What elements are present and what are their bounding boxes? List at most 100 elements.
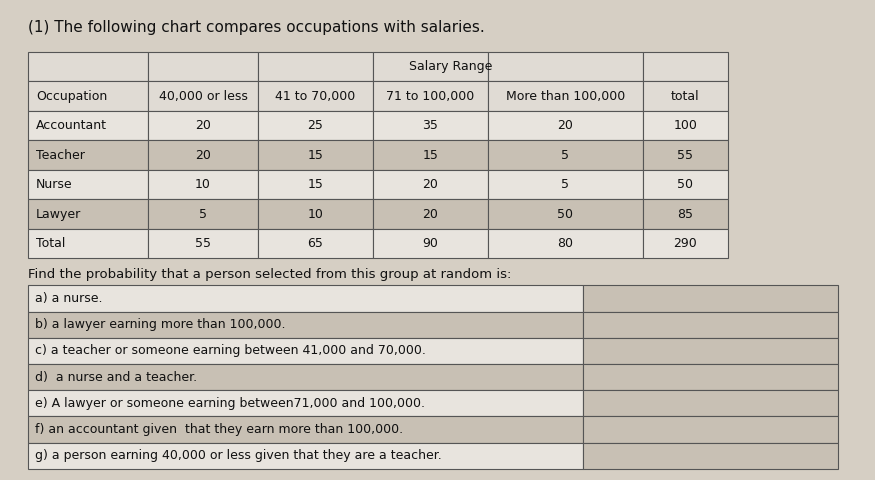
Bar xyxy=(28,364,583,390)
Bar xyxy=(258,82,373,111)
Text: 50: 50 xyxy=(677,178,694,191)
Bar xyxy=(28,390,583,417)
Text: 65: 65 xyxy=(308,237,324,250)
Text: 71 to 100,000: 71 to 100,000 xyxy=(387,90,474,103)
Text: 10: 10 xyxy=(308,208,324,221)
Text: 25: 25 xyxy=(308,119,324,132)
Text: 20: 20 xyxy=(195,149,211,162)
Bar xyxy=(373,52,488,82)
Bar xyxy=(643,82,728,111)
Bar xyxy=(28,338,583,364)
Bar xyxy=(373,200,488,229)
Text: 290: 290 xyxy=(674,237,697,250)
Bar xyxy=(488,52,643,82)
Bar xyxy=(258,229,373,259)
Text: 90: 90 xyxy=(423,237,438,250)
Text: 15: 15 xyxy=(423,149,438,162)
Text: g) a person earning 40,000 or less given that they are a teacher.: g) a person earning 40,000 or less given… xyxy=(35,449,442,462)
Bar xyxy=(258,52,373,82)
Text: Total: Total xyxy=(36,237,66,250)
Bar xyxy=(488,82,643,111)
Text: Occupation: Occupation xyxy=(36,90,108,103)
Text: d)  a nurse and a teacher.: d) a nurse and a teacher. xyxy=(35,371,197,384)
Text: 85: 85 xyxy=(677,208,694,221)
Bar xyxy=(28,111,148,141)
Text: 35: 35 xyxy=(423,119,438,132)
Text: Lawyer: Lawyer xyxy=(36,208,81,221)
Bar xyxy=(258,200,373,229)
Bar xyxy=(28,200,148,229)
Text: 20: 20 xyxy=(423,178,438,191)
Bar xyxy=(488,170,643,200)
Bar xyxy=(28,82,148,111)
Text: Find the probability that a person selected from this group at random is:: Find the probability that a person selec… xyxy=(28,268,511,281)
Bar xyxy=(148,200,258,229)
Text: 55: 55 xyxy=(195,237,211,250)
Bar xyxy=(643,200,728,229)
Text: Teacher: Teacher xyxy=(36,149,85,162)
Bar xyxy=(28,229,148,259)
Bar xyxy=(488,229,643,259)
Bar xyxy=(28,52,148,82)
Bar xyxy=(148,170,258,200)
Bar xyxy=(643,52,728,82)
Bar xyxy=(148,111,258,141)
Text: 15: 15 xyxy=(308,149,324,162)
Text: 50: 50 xyxy=(557,208,573,221)
Bar xyxy=(488,200,643,229)
Bar xyxy=(643,141,728,170)
Text: 10: 10 xyxy=(195,178,211,191)
Text: total: total xyxy=(671,90,700,103)
Bar xyxy=(373,229,488,259)
Text: e) A lawyer or someone earning between71,000 and 100,000.: e) A lawyer or someone earning between71… xyxy=(35,397,425,410)
Text: b) a lawyer earning more than 100,000.: b) a lawyer earning more than 100,000. xyxy=(35,318,285,331)
Text: 5: 5 xyxy=(562,178,570,191)
Bar xyxy=(488,111,643,141)
Bar xyxy=(373,141,488,170)
Bar xyxy=(583,338,838,364)
Bar xyxy=(583,312,838,338)
Bar xyxy=(28,443,583,469)
Bar xyxy=(28,170,148,200)
Bar xyxy=(373,170,488,200)
Text: 100: 100 xyxy=(674,119,697,132)
Text: Nurse: Nurse xyxy=(36,178,73,191)
Text: f) an accountant given  that they earn more than 100,000.: f) an accountant given that they earn mo… xyxy=(35,423,403,436)
Text: 20: 20 xyxy=(557,119,573,132)
Bar xyxy=(488,141,643,170)
Bar xyxy=(258,111,373,141)
Text: 20: 20 xyxy=(195,119,211,132)
Bar xyxy=(28,417,583,443)
Bar xyxy=(583,390,838,417)
Bar xyxy=(373,82,488,111)
Bar xyxy=(148,229,258,259)
Text: 40,000 or less: 40,000 or less xyxy=(158,90,248,103)
Bar xyxy=(148,141,258,170)
Bar xyxy=(643,111,728,141)
Text: 55: 55 xyxy=(677,149,694,162)
Bar xyxy=(148,52,258,82)
Bar xyxy=(583,443,838,469)
Text: Accountant: Accountant xyxy=(36,119,107,132)
Bar xyxy=(28,312,583,338)
Text: 5: 5 xyxy=(199,208,207,221)
Bar xyxy=(28,141,148,170)
Text: 41 to 70,000: 41 to 70,000 xyxy=(276,90,355,103)
Bar xyxy=(583,286,838,312)
Bar xyxy=(258,141,373,170)
Bar xyxy=(643,170,728,200)
Bar xyxy=(583,417,838,443)
Text: 80: 80 xyxy=(557,237,573,250)
Bar xyxy=(148,82,258,111)
Text: Salary Range: Salary Range xyxy=(409,60,492,73)
Bar xyxy=(373,111,488,141)
Text: More than 100,000: More than 100,000 xyxy=(506,90,625,103)
Bar xyxy=(643,229,728,259)
Text: 15: 15 xyxy=(308,178,324,191)
Text: c) a teacher or someone earning between 41,000 and 70,000.: c) a teacher or someone earning between … xyxy=(35,345,426,358)
Text: 5: 5 xyxy=(562,149,570,162)
Text: a) a nurse.: a) a nurse. xyxy=(35,292,102,305)
Text: 20: 20 xyxy=(423,208,438,221)
Bar xyxy=(28,286,583,312)
Bar xyxy=(258,170,373,200)
